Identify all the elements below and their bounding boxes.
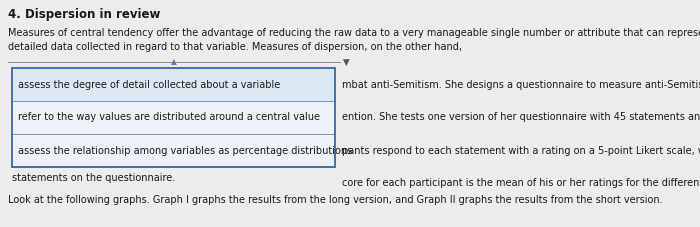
Text: ention. She tests one version of her questionnaire with 45 statements and a: ention. She tests one version of her que… (342, 113, 700, 123)
Text: assess the relationship among variables as percentage distributions: assess the relationship among variables … (18, 146, 352, 155)
Text: ▲: ▲ (171, 57, 176, 66)
Text: assess the degree of detail collected about a variable: assess the degree of detail collected ab… (18, 79, 280, 89)
Bar (12, 134, 335, 167)
Text: core for each participant is the mean of his or her ratings for the different: core for each participant is the mean of… (342, 178, 700, 188)
Text: mbat anti-Semitism. She designs a questionnaire to measure anti-Semitism to: mbat anti-Semitism. She designs a questi… (342, 79, 700, 89)
Text: pants respond to each statement with a rating on a 5-point Likert scale, with 0: pants respond to each statement with a r… (342, 146, 700, 155)
Bar (12, 101, 335, 134)
Text: Measures of central tendency offer the advantage of reducing the raw data to a v: Measures of central tendency offer the a… (8, 28, 700, 38)
Text: refer to the way values are distributed around a central value: refer to the way values are distributed … (18, 113, 320, 123)
Text: ▼: ▼ (340, 57, 350, 67)
Bar (12, 68, 335, 101)
Bar (12, 68, 335, 167)
Text: detailed data collected in regard to that variable. Measures of dispersion, on t: detailed data collected in regard to tha… (8, 42, 462, 52)
Text: statements on the questionnaire.: statements on the questionnaire. (12, 173, 175, 183)
Text: Look at the following graphs. Graph I graphs the results from the long version, : Look at the following graphs. Graph I gr… (8, 195, 663, 205)
Text: 4. Dispersion in review: 4. Dispersion in review (8, 8, 160, 21)
